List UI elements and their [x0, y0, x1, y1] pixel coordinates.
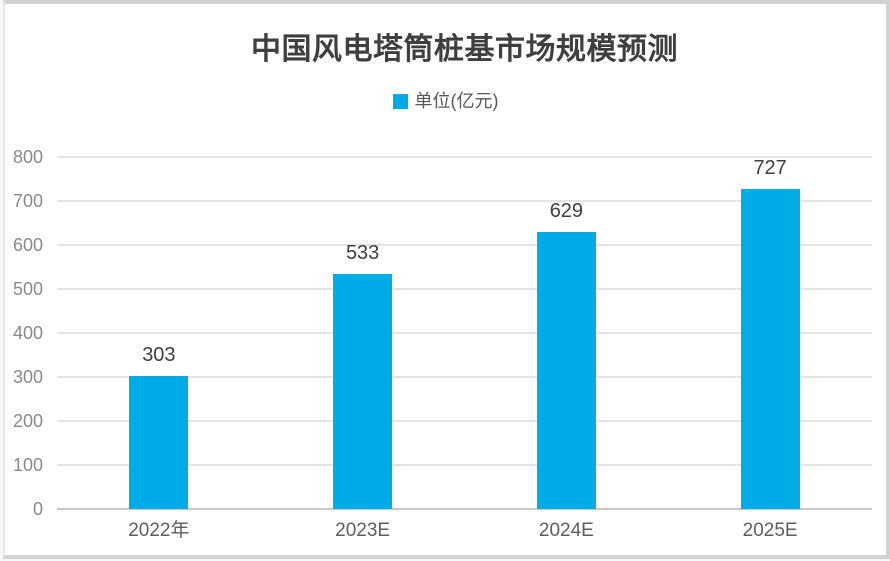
y-tick-label: 500: [12, 279, 43, 299]
chart-title: 中国风电塔筒桩基市场规模预测: [251, 33, 678, 66]
y-tick-label: 100: [12, 455, 43, 475]
plot-area: 0 100 200 300 400 500 600 700 800 303 2022年 533 2023…: [13, 147, 872, 541]
y-tick-label: 600: [12, 235, 43, 255]
gridline: [57, 420, 872, 422]
y-tick-label: 200: [12, 411, 43, 431]
y-tick-label: 400: [12, 323, 43, 343]
x-axis-line: [57, 508, 872, 510]
bar-2024E: [536, 232, 596, 509]
gridline: [57, 376, 872, 378]
y-tick-label: 0: [32, 499, 43, 519]
bar-2023E: [333, 274, 393, 509]
bar-value-label: 303: [142, 343, 176, 366]
gridline: [57, 244, 872, 246]
gridline: [57, 464, 872, 466]
x-tick-label: 2024E: [538, 520, 594, 541]
bar-value-label: 533: [345, 242, 380, 265]
bar-2025E: [740, 189, 800, 509]
legend-label: 单位(亿元): [414, 91, 499, 111]
y-tick-label: 300: [12, 367, 43, 387]
chart-frame: 中国风电塔筒桩基市场规模预测 单位(亿元) 0 100 200 300 400 500 60…: [3, 0, 890, 559]
bar-value-label: 727: [753, 157, 787, 180]
x-tick-label: 2025E: [742, 520, 798, 541]
y-tick-label: 800: [12, 147, 43, 167]
y-tick-label: 700: [12, 191, 43, 211]
legend: 单位(亿元): [5, 90, 886, 112]
gridline: [57, 332, 872, 334]
bar-2022年: [129, 375, 189, 509]
gridline: [57, 156, 872, 158]
gridline: [57, 200, 872, 202]
legend-swatch-icon: [392, 93, 408, 109]
bar-value-label: 629: [549, 200, 584, 223]
gridline: [57, 288, 872, 290]
x-tick-label: 2022年: [128, 520, 190, 541]
x-tick-label: 2023E: [335, 520, 391, 541]
